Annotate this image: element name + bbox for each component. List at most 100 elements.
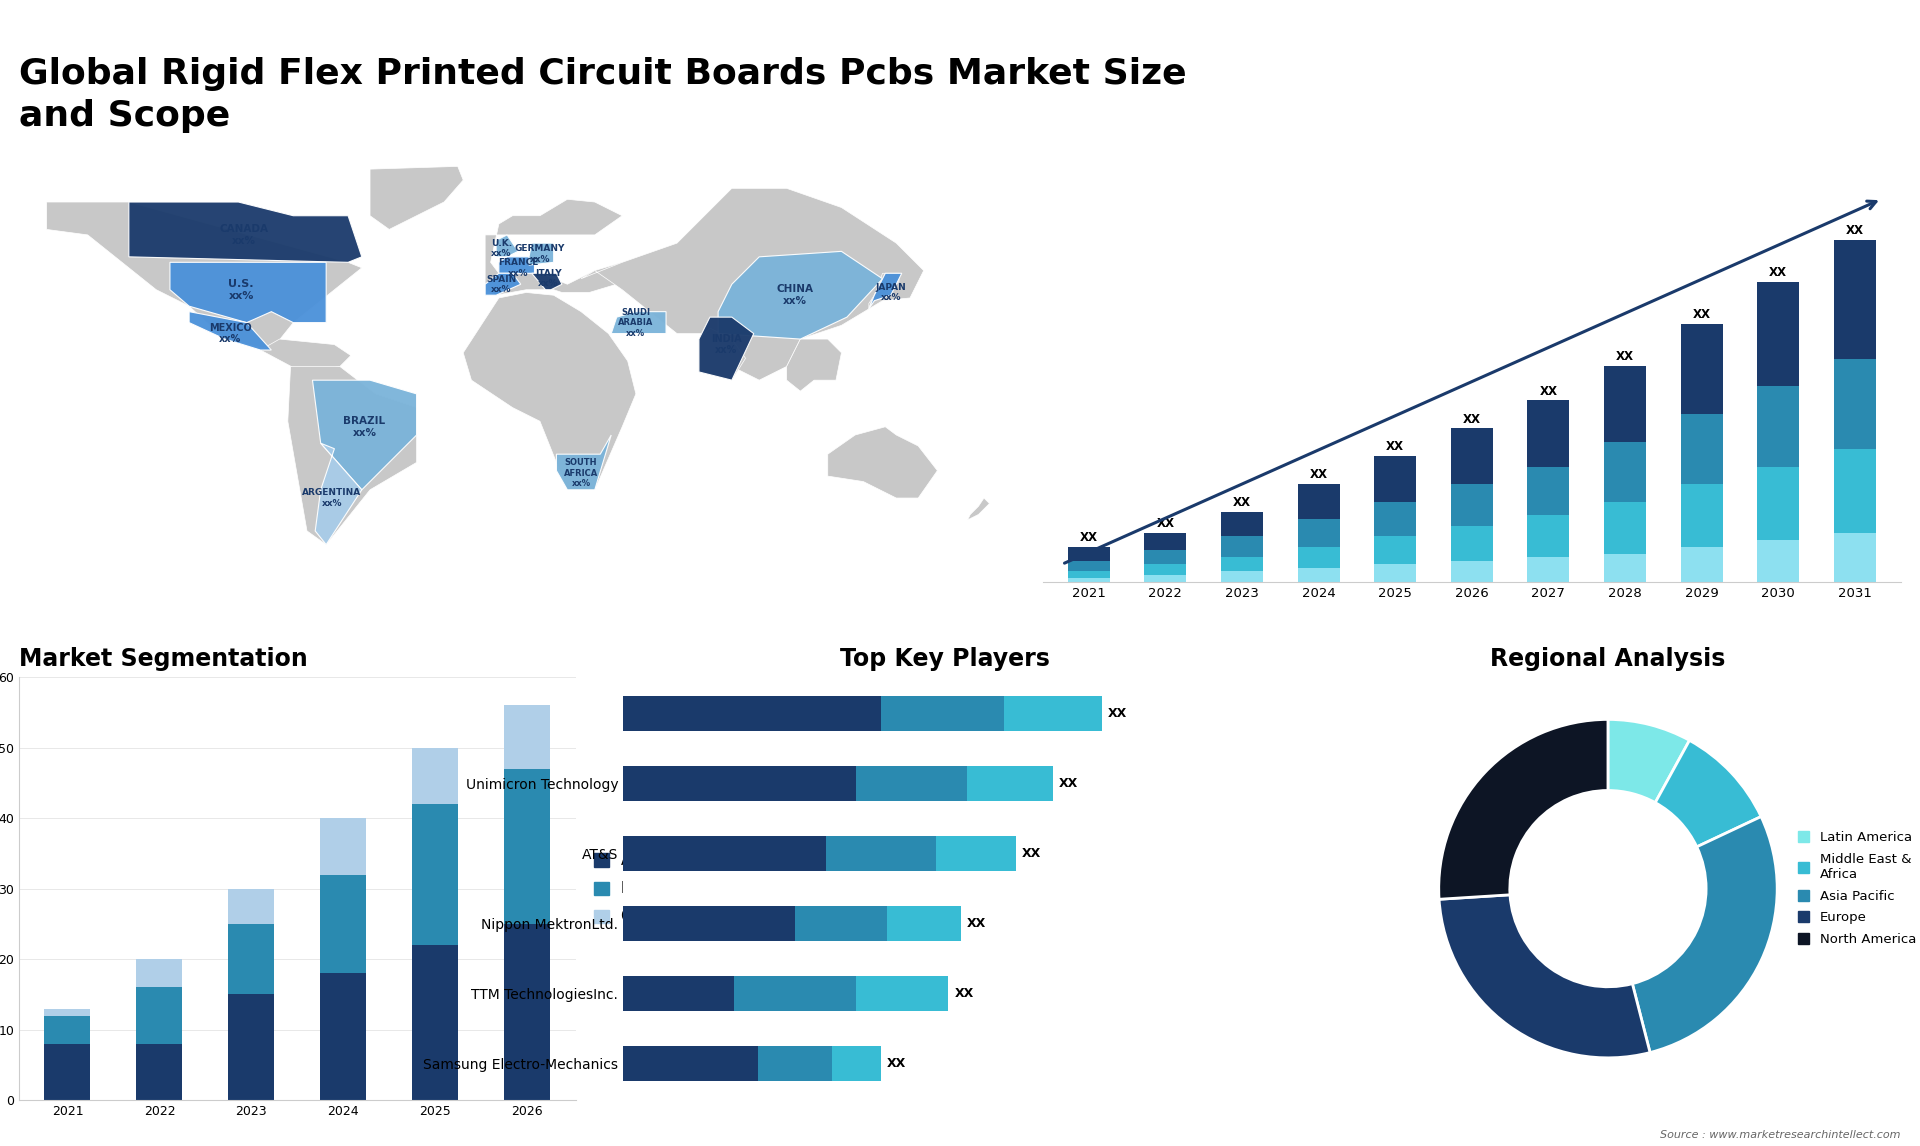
Bar xyxy=(1298,519,1340,547)
Polygon shape xyxy=(611,312,666,333)
Bar xyxy=(1526,516,1569,557)
Bar xyxy=(1221,571,1263,582)
Text: INDIA
xx%: INDIA xx% xyxy=(710,333,741,355)
Bar xyxy=(1757,386,1799,466)
Bar xyxy=(44,1044,90,1100)
Bar xyxy=(733,976,856,1011)
Polygon shape xyxy=(463,292,636,489)
Bar xyxy=(505,705,551,769)
Polygon shape xyxy=(486,199,622,298)
Bar xyxy=(505,924,551,1100)
Text: U.S.
xx%: U.S. xx% xyxy=(228,278,253,300)
Bar xyxy=(44,1008,90,1015)
Bar xyxy=(321,874,367,973)
Bar xyxy=(228,888,275,924)
Wedge shape xyxy=(1440,895,1649,1058)
Bar xyxy=(413,945,459,1100)
Bar xyxy=(1221,512,1263,536)
Text: SAUDI
ARABIA
xx%: SAUDI ARABIA xx% xyxy=(618,308,653,338)
Bar xyxy=(968,767,1052,801)
Text: MARKET
RESEARCH
INTELLECT: MARKET RESEARCH INTELLECT xyxy=(1807,47,1870,85)
Polygon shape xyxy=(486,273,520,296)
Text: XX: XX xyxy=(1463,413,1480,425)
Bar xyxy=(321,818,367,874)
Polygon shape xyxy=(530,243,553,265)
Bar xyxy=(1603,554,1645,582)
Wedge shape xyxy=(1655,740,1761,847)
Polygon shape xyxy=(313,380,417,489)
Bar xyxy=(624,837,826,871)
Polygon shape xyxy=(699,328,745,380)
Bar xyxy=(413,747,459,804)
Wedge shape xyxy=(1438,720,1607,900)
Polygon shape xyxy=(718,251,883,339)
Text: CHINA
xx%: CHINA xx% xyxy=(776,284,814,306)
Bar xyxy=(856,976,948,1011)
Polygon shape xyxy=(499,257,534,273)
Text: XX: XX xyxy=(1021,847,1041,861)
Text: FRANCE
xx%: FRANCE xx% xyxy=(497,258,538,277)
Bar xyxy=(1757,540,1799,582)
Bar xyxy=(937,837,1016,871)
Bar xyxy=(1298,484,1340,519)
Bar xyxy=(624,1046,758,1081)
Bar xyxy=(136,959,182,988)
Bar xyxy=(624,906,795,941)
Text: XX: XX xyxy=(1079,531,1098,544)
Text: XX: XX xyxy=(1108,707,1127,721)
Bar xyxy=(1144,550,1187,564)
Text: XX: XX xyxy=(887,1057,906,1070)
Bar xyxy=(758,1046,831,1081)
Bar xyxy=(624,697,881,731)
Bar xyxy=(624,767,856,801)
Text: CANADA
xx%: CANADA xx% xyxy=(219,225,269,245)
Polygon shape xyxy=(129,202,361,262)
Bar xyxy=(136,988,182,1044)
Bar xyxy=(1375,564,1417,582)
Text: XX: XX xyxy=(954,987,973,1000)
Polygon shape xyxy=(190,312,271,350)
Bar xyxy=(1680,323,1722,415)
Polygon shape xyxy=(532,273,563,290)
Bar xyxy=(1452,429,1494,484)
Bar xyxy=(624,976,733,1011)
Bar xyxy=(228,995,275,1100)
Text: XX: XX xyxy=(1058,777,1079,791)
Bar xyxy=(881,697,1004,731)
Polygon shape xyxy=(261,339,351,372)
Polygon shape xyxy=(288,367,417,544)
Bar xyxy=(1452,560,1494,582)
Bar xyxy=(831,1046,881,1081)
Bar xyxy=(505,769,551,924)
Bar xyxy=(1603,366,1645,442)
Text: ITALY
xx%: ITALY xx% xyxy=(536,269,561,289)
Polygon shape xyxy=(46,202,361,350)
Polygon shape xyxy=(828,426,937,499)
Text: SOUTH
AFRICA
xx%: SOUTH AFRICA xx% xyxy=(564,458,599,488)
Bar xyxy=(1144,533,1187,550)
Polygon shape xyxy=(315,444,361,544)
Bar xyxy=(1834,359,1876,449)
Bar xyxy=(1068,571,1110,579)
Bar xyxy=(1068,579,1110,582)
Polygon shape xyxy=(699,317,755,380)
Bar xyxy=(856,767,968,801)
Text: Source : www.marketresearchintellect.com: Source : www.marketresearchintellect.com xyxy=(1661,1130,1901,1140)
Bar xyxy=(1526,466,1569,516)
Text: GERMANY
xx%: GERMANY xx% xyxy=(515,244,564,264)
Text: XX: XX xyxy=(1693,308,1711,321)
Text: ARGENTINA
xx%: ARGENTINA xx% xyxy=(301,488,361,508)
Bar xyxy=(1221,536,1263,557)
Bar xyxy=(44,1015,90,1044)
Title: Regional Analysis: Regional Analysis xyxy=(1490,647,1726,672)
Polygon shape xyxy=(870,273,902,309)
Bar xyxy=(1757,466,1799,540)
Legend: Latin America, Middle East &
Africa, Asia Pacific, Europe, North America: Latin America, Middle East & Africa, Asi… xyxy=(1791,826,1920,951)
Bar xyxy=(1298,547,1340,567)
Bar xyxy=(1603,442,1645,502)
Bar xyxy=(1221,557,1263,571)
Bar xyxy=(321,973,367,1100)
Text: Market Segmentation: Market Segmentation xyxy=(19,647,307,672)
Polygon shape xyxy=(582,188,924,380)
Title: Top Key Players: Top Key Players xyxy=(841,647,1050,672)
